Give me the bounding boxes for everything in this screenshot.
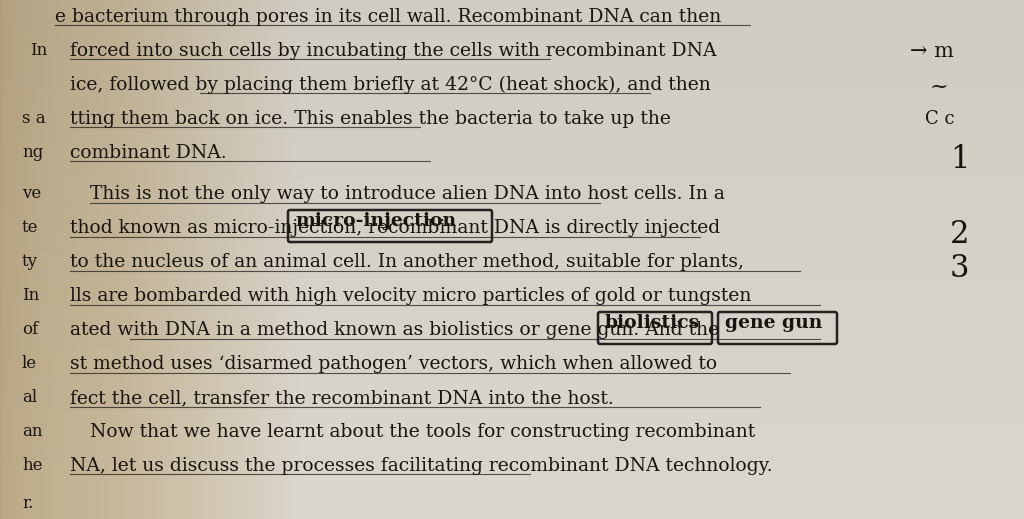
Text: e bacterium through pores in its cell wall. Recombinant DNA can then: e bacterium through pores in its cell wa… <box>55 8 721 26</box>
Text: an: an <box>22 423 43 440</box>
Text: 1: 1 <box>950 144 970 175</box>
Text: to the nucleus of an animal cell. In another method, suitable for plants,: to the nucleus of an animal cell. In ano… <box>70 253 744 271</box>
Text: → m: → m <box>910 42 954 61</box>
Text: ~: ~ <box>930 76 948 98</box>
Text: forced into such cells by incubating the cells with recombinant DNA: forced into such cells by incubating the… <box>70 42 717 60</box>
Text: thod known as micro-injection, recombinant DNA is directly injected: thod known as micro-injection, recombina… <box>70 219 720 237</box>
Text: micro-injection: micro-injection <box>295 212 456 230</box>
Text: ve: ve <box>22 185 41 202</box>
Text: combinant DNA.: combinant DNA. <box>70 144 226 162</box>
Text: ty: ty <box>22 253 38 270</box>
Text: ated with DNA in a method known as biolistics or gene gun. And the: ated with DNA in a method known as bioli… <box>70 321 719 339</box>
Text: s a: s a <box>22 110 46 127</box>
Text: lls are bombarded with high velocity micro particles of gold or tungsten: lls are bombarded with high velocity mic… <box>70 287 752 305</box>
Text: C c: C c <box>925 110 954 128</box>
Text: ng: ng <box>22 144 43 161</box>
Text: le: le <box>22 355 37 372</box>
Text: 3: 3 <box>950 253 970 284</box>
Text: he: he <box>22 457 43 474</box>
Text: ice, followed by placing them briefly at 42°C (heat shock), and then: ice, followed by placing them briefly at… <box>70 76 711 94</box>
Text: This is not the only way to introduce alien DNA into host cells. In a: This is not the only way to introduce al… <box>90 185 725 203</box>
Text: 2: 2 <box>950 219 970 250</box>
Text: biolistics: biolistics <box>605 314 700 332</box>
Text: NA, let us discuss the processes facilitating recombinant DNA technology.: NA, let us discuss the processes facilit… <box>70 457 773 475</box>
Text: of: of <box>22 321 38 338</box>
Text: gene gun: gene gun <box>725 314 822 332</box>
Text: fect the cell, transfer the recombinant DNA into the host.: fect the cell, transfer the recombinant … <box>70 389 613 407</box>
Text: st method uses ‘disarmed pathogen’ vectors, which when allowed to: st method uses ‘disarmed pathogen’ vecto… <box>70 355 717 373</box>
Text: al: al <box>22 389 37 406</box>
Text: In: In <box>30 42 47 59</box>
Text: r.: r. <box>22 495 34 512</box>
Text: tting them back on ice. This enables the bacteria to take up the: tting them back on ice. This enables the… <box>70 110 671 128</box>
Text: te: te <box>22 219 39 236</box>
Text: In: In <box>22 287 39 304</box>
Text: Now that we have learnt about the tools for constructing recombinant: Now that we have learnt about the tools … <box>90 423 756 441</box>
